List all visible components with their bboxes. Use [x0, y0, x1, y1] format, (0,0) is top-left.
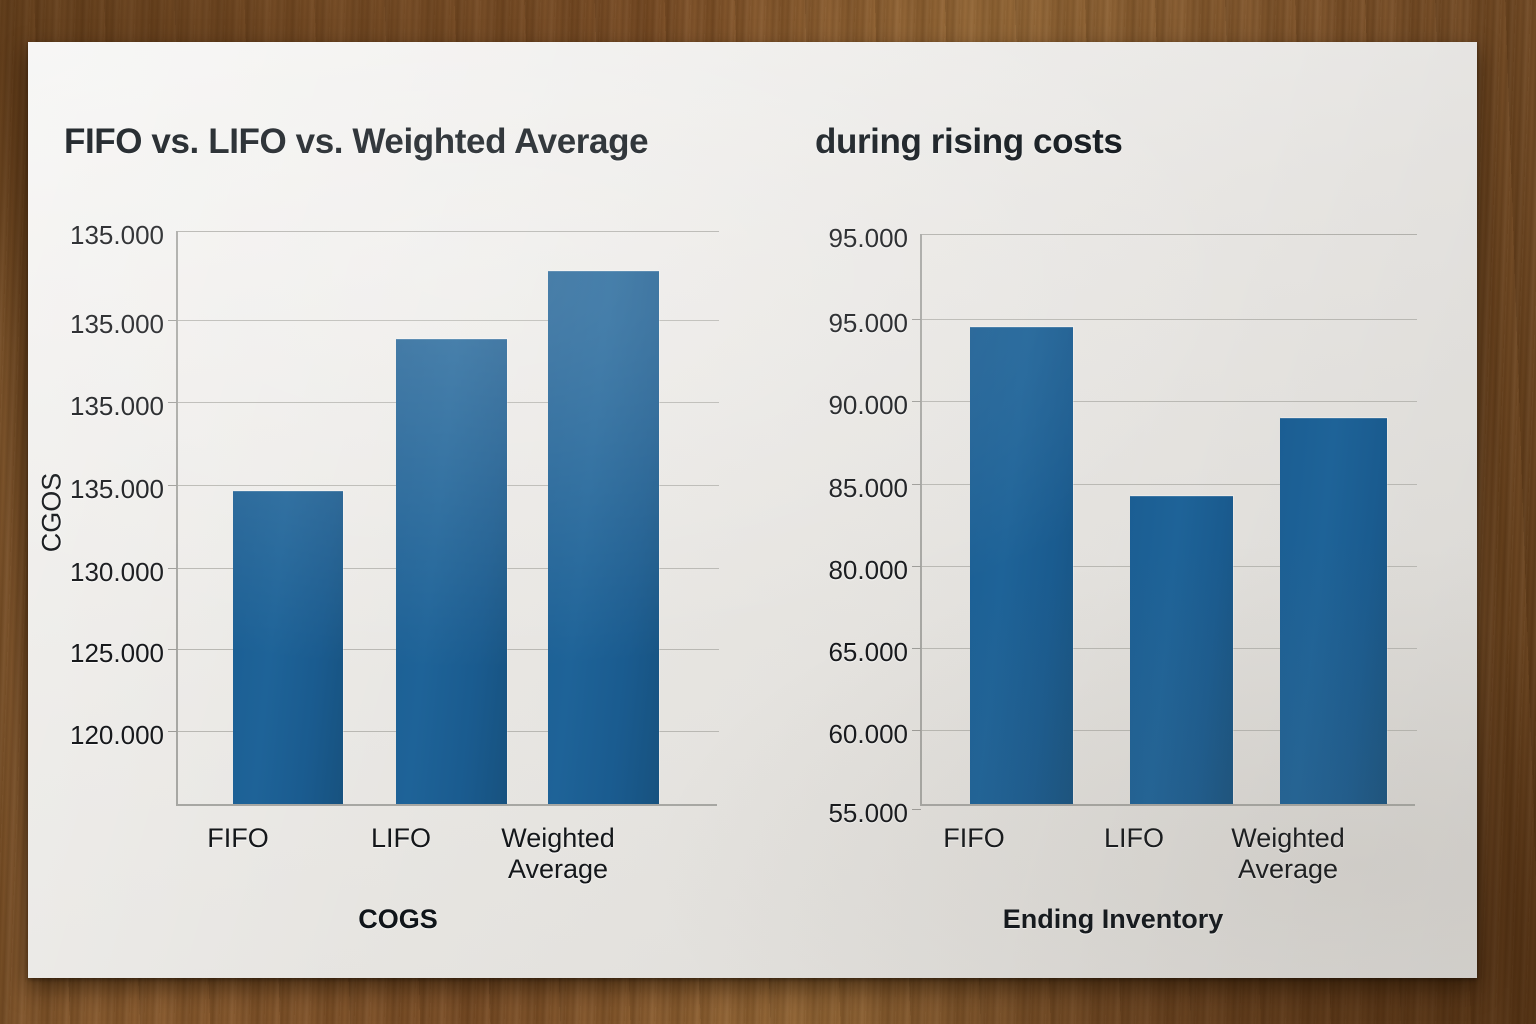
gridline: [922, 319, 1417, 320]
bar-lifo-cogs[interactable]: [396, 339, 507, 804]
right-y-tick-label: 85.000: [828, 473, 908, 503]
bar-fifo-cogs[interactable]: [233, 491, 343, 804]
tick-mark: [168, 485, 177, 486]
right-x-tick-label-fifo: FIFO: [943, 823, 1005, 853]
left-y-tick-label: 135.000: [70, 309, 164, 339]
gridline: [922, 234, 1417, 235]
right-y-tick-label: 60.000: [828, 719, 908, 749]
right-y-tick-label: 80.000: [828, 555, 908, 585]
tick-mark: [168, 568, 177, 569]
gridline: [922, 484, 1417, 485]
tick-mark: [912, 484, 921, 485]
right-x-tick-label-lifo: LIFO: [1103, 823, 1164, 853]
right-y-tick-label: 90.000: [828, 390, 908, 420]
left-y-tick-label: 135.000: [70, 474, 164, 504]
left-chart-plot-area: [176, 231, 719, 806]
right-y-tick-label: 55.000: [828, 798, 908, 828]
tick-mark: [168, 402, 177, 403]
tick-mark: [912, 401, 921, 402]
tick-mark: [168, 731, 177, 732]
bar-weighted-average-cogs[interactable]: [548, 271, 659, 804]
right-x-tick-label-weighted-average: Weighted Average: [1231, 823, 1345, 885]
tick-mark: [912, 730, 921, 731]
bar-fifo-ending-inventory[interactable]: [970, 327, 1073, 804]
right-chart-title: during rising costs: [815, 122, 1123, 161]
tick-mark: [912, 648, 921, 649]
gridline: [178, 231, 719, 232]
tick-mark: [168, 320, 177, 321]
bar-lifo-ending-inventory[interactable]: [1130, 496, 1233, 804]
left-y-tick-label: 130.000: [70, 557, 164, 587]
left-chart-x-axis-title: COGS: [358, 904, 438, 934]
right-chart-plot-area: [920, 234, 1417, 806]
left-chart-title: FIFO vs. LIFO vs. Weighted Average: [64, 122, 649, 161]
left-y-tick-label: 120.000: [70, 720, 164, 750]
left-x-tick-label-weighted-average: Weighted Average: [501, 823, 615, 885]
left-x-tick-label-fifo: FIFO: [207, 823, 269, 853]
right-y-tick-label: 95.000: [828, 308, 908, 338]
printed-chart-sheet: FIFO vs. LIFO vs. Weighted Average CGOS …: [28, 42, 1477, 978]
left-y-tick-label: 135.000: [70, 220, 164, 250]
right-y-tick-label: 65.000: [828, 637, 908, 667]
left-x-tick-label-lifo: LIFO: [370, 823, 431, 853]
gridline: [178, 320, 719, 321]
right-y-tick-label: 95.000: [828, 223, 908, 253]
tick-mark: [912, 566, 921, 567]
left-y-tick-label: 135.000: [70, 391, 164, 421]
gridline: [922, 401, 1417, 402]
left-y-tick-label: 125.000: [70, 638, 164, 668]
tick-mark: [168, 649, 177, 650]
bar-weighted-average-ending-inventory[interactable]: [1280, 418, 1387, 804]
tick-mark: [912, 319, 921, 320]
tick-mark: [912, 809, 921, 810]
right-chart-x-axis-title: Ending Inventory: [1002, 904, 1224, 934]
